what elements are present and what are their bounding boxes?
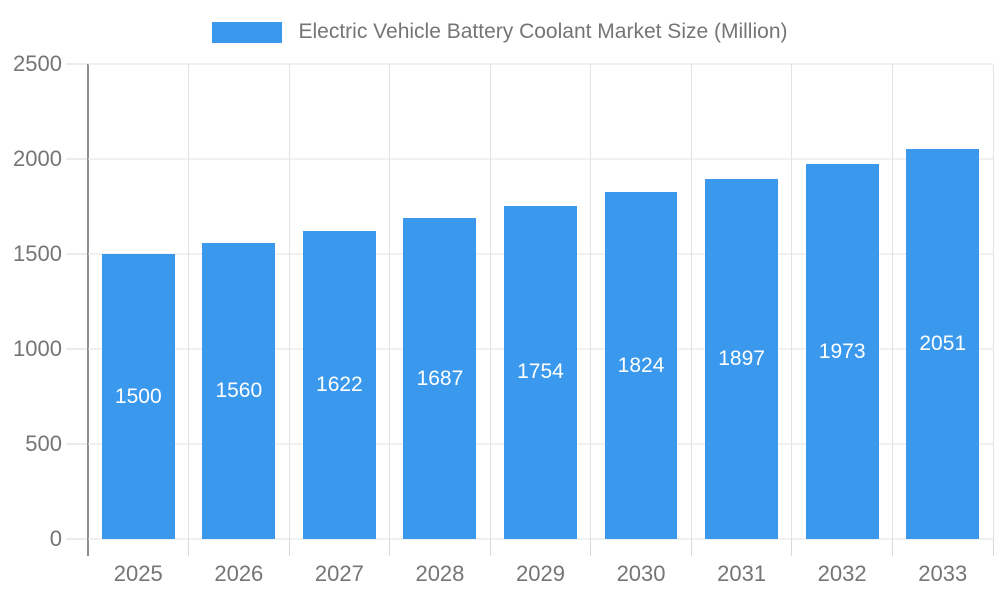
legend: Electric Vehicle Battery Coolant Market … (0, 20, 1000, 44)
x-tick-label: 2031 (717, 561, 767, 586)
x-tick-label: 2033 (918, 561, 968, 586)
y-tick (66, 63, 88, 65)
y-tick (66, 158, 88, 160)
bar-band: 2051 (892, 64, 993, 539)
bar[interactable] (805, 164, 879, 539)
legend-label[interactable]: Electric Vehicle Battery Coolant Market … (298, 20, 788, 43)
y-tick-label: 2500 (13, 51, 62, 76)
x-axis-ticks (88, 539, 994, 556)
y-tick (66, 253, 88, 255)
legend-swatch[interactable] (212, 21, 283, 43)
gridline-vertical (690, 64, 692, 539)
x-tick (891, 539, 893, 556)
bar-band: 1824 (591, 64, 692, 539)
gridline-vertical (288, 64, 290, 539)
gridline-vertical (389, 64, 391, 539)
x-tick (389, 539, 391, 556)
y-tick-label: 2000 (13, 146, 62, 171)
bar-band: 1973 (792, 64, 893, 539)
bar[interactable] (202, 242, 276, 539)
y-tick-label: 0 (49, 526, 62, 551)
y-tick (66, 443, 88, 445)
x-tick-label: 2027 (314, 561, 364, 586)
y-tick (66, 538, 88, 540)
bar-value-label: 1560 (215, 378, 263, 402)
bar[interactable] (403, 218, 477, 539)
bar-band: 1897 (691, 64, 792, 539)
gridline-vertical (590, 64, 592, 539)
x-tick (489, 539, 491, 556)
gridline-horizontal (88, 63, 993, 65)
y-tick-label: 1500 (13, 241, 62, 266)
bar[interactable] (504, 205, 577, 539)
bar-band: 1560 (189, 64, 290, 539)
x-tick-label: 2032 (817, 561, 867, 586)
gridline-vertical (891, 64, 893, 539)
bar-value-label: 1824 (617, 353, 665, 377)
bar-value-label: 1687 (416, 366, 464, 390)
y-tick-label: 500 (25, 431, 62, 456)
gridline-vertical (489, 64, 491, 539)
x-tick (288, 539, 290, 556)
x-tick (188, 539, 190, 556)
bar[interactable] (302, 230, 376, 539)
x-axis-labels: 2025 2026 2027 2028 2029 2030 2031 2032 2033 (88, 561, 993, 589)
bar-value-label: 1500 (114, 384, 162, 408)
gridline-vertical (791, 64, 793, 539)
bar-value-label: 2051 (919, 332, 967, 356)
y-axis-ticks (66, 63, 88, 540)
bar-value-label: 1897 (718, 346, 765, 370)
bar-band: 1687 (390, 64, 491, 539)
bar-band: 1500 (88, 64, 189, 539)
bar-value-label: 1973 (818, 339, 866, 363)
x-tick-label: 2025 (113, 561, 163, 586)
x-tick-label: 2026 (214, 561, 264, 586)
y-axis-labels: 0 500 1000 1500 2000 2500 (0, 53, 62, 550)
x-tick (992, 539, 994, 556)
y-axis-line (87, 64, 89, 556)
bar[interactable] (604, 192, 678, 539)
bar[interactable] (101, 254, 175, 539)
bar-band: 1622 (289, 64, 390, 539)
bar-value-label: 1754 (517, 360, 564, 384)
x-tick-label: 2029 (516, 561, 565, 586)
bar-band: 1754 (490, 64, 591, 539)
y-tick-label: 1000 (13, 336, 62, 361)
gridline-horizontal (88, 538, 993, 540)
gridline-horizontal (88, 158, 993, 160)
x-tick (590, 539, 592, 556)
gridline-vertical (188, 64, 190, 539)
x-tick (690, 539, 692, 556)
x-tick-label: 2028 (415, 561, 465, 586)
plot-area: 1500 1560 1622 1687 1754 1824 1897 1973 2051 (87, 63, 994, 556)
gridline-vertical (992, 64, 994, 539)
bar[interactable] (705, 178, 779, 539)
y-tick (66, 348, 88, 350)
x-tick-label: 2030 (616, 561, 666, 586)
bar-value-label: 1622 (316, 372, 363, 396)
x-tick (791, 539, 793, 556)
bar[interactable] (906, 149, 980, 539)
